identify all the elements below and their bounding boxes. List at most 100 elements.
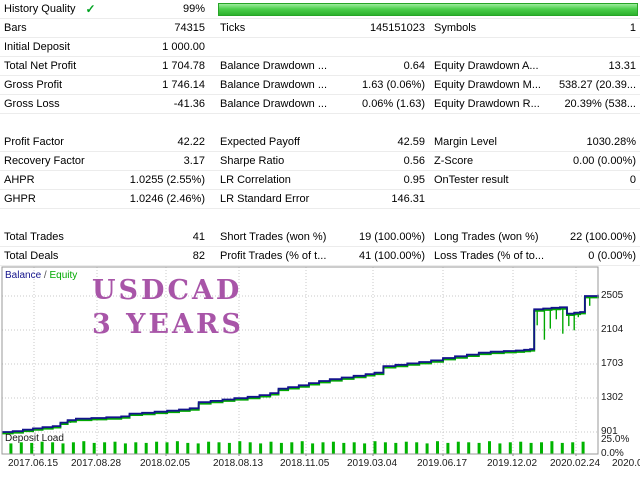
- deposit-load-bar: [529, 442, 533, 454]
- stat-cell: Recovery Factor 3.17: [0, 152, 217, 170]
- deposit-load-bar: [279, 442, 283, 454]
- x-axis-date-label: 2018.02.05: [140, 458, 191, 469]
- stat-cell: GHPR 1.0246 (2.46%): [0, 190, 217, 208]
- stats-row: Total Deals 82 Profit Trades (% of t... 41 …: [0, 247, 640, 266]
- deposit-load-bar: [560, 442, 564, 454]
- watermark: USDCAD 3 YEARS: [92, 274, 244, 342]
- x-axis-date-label: 2017.08.28: [71, 458, 122, 469]
- stat-label: Balance Drawdown ...: [220, 60, 327, 72]
- stats-row: Total Trades 41 Short Trades (won %) 19 (10…: [0, 228, 640, 247]
- stat-label: Initial Deposit: [4, 41, 71, 53]
- stat-value: 74315: [174, 22, 205, 34]
- y-axis-label: 901: [601, 426, 618, 437]
- deposit-load-bar: [165, 442, 169, 454]
- stat-value: 41 (100.00%): [358, 250, 425, 262]
- stat-label: Balance Drawdown ...: [220, 98, 327, 110]
- stats-row: GHPR 1.0246 (2.46%) LR Standard Error 146.3…: [0, 190, 640, 209]
- stat-label: AHPR: [4, 174, 35, 186]
- stat-cell: LR Standard Error 146.31: [217, 190, 432, 208]
- stat-value: 0.95: [403, 174, 425, 186]
- deposit-load-bar: [425, 443, 429, 454]
- watermark-period: 3 YEARS: [92, 309, 244, 340]
- deposit-load-bar: [82, 441, 86, 454]
- stat-label: Total Trades: [4, 231, 64, 243]
- deposit-load-bar: [61, 443, 65, 454]
- stat-cell: Total Net Profit 1 704.78: [0, 57, 217, 75]
- stats-row: Gross Loss -41.36 Balance Drawdown ... 0.06…: [0, 95, 640, 114]
- stat-value: 1.63 (0.06%): [362, 79, 425, 91]
- x-axis-date-label: 2019.12.02: [487, 458, 538, 469]
- deposit-load-bar: [186, 442, 190, 454]
- stat-value: 0: [629, 174, 636, 186]
- deposit-load-bar: [40, 441, 44, 454]
- stat-cell: Symbols 1: [432, 19, 640, 37]
- plot-background: [2, 267, 598, 454]
- x-axis-date-label: 2017.06.15: [8, 458, 59, 469]
- stats-table: History Quality ✓ 99% Bars 74315 Ticks 1451510…: [0, 0, 640, 266]
- stat-cell: Gross Profit 1 746.14: [0, 76, 217, 94]
- deposit-load-bar: [196, 443, 200, 454]
- stat-cell: Equity Drawdown M... 538.27 (20.39...: [432, 76, 640, 94]
- history-quality-bar: [217, 0, 640, 18]
- y-axis-label: 2104: [601, 324, 624, 335]
- stats-row: Profit Factor 42.22 Expected Payoff 42.59 Ma…: [0, 133, 640, 152]
- stat-label: Gross Profit: [4, 79, 63, 91]
- stat-label: Balance Drawdown ...: [220, 79, 327, 91]
- stat-value: 1.0246 (2.46%): [129, 193, 205, 205]
- balance-equity-chart: Balance / Equity USDCAD 3 YEARS Deposit …: [0, 266, 640, 480]
- deposit-load-bar: [508, 442, 512, 454]
- stat-cell: Initial Deposit 1 000.00: [0, 38, 217, 56]
- stat-cell: Expected Payoff 42.59: [217, 133, 432, 151]
- deposit-load-bar: [373, 441, 377, 454]
- stat-value: 1 000.00: [162, 41, 205, 53]
- stat-label: OnTester result: [434, 174, 509, 186]
- stat-label: Long Trades (won %): [434, 231, 539, 243]
- deposit-load-bar: [456, 441, 460, 454]
- stat-label: Loss Trades (% of to...: [434, 250, 545, 262]
- stat-value: 0.06% (1.63): [362, 98, 425, 110]
- deposit-load-bar: [92, 442, 96, 454]
- deposit-load-bar: [51, 442, 55, 454]
- deposit-load-bar: [352, 442, 356, 454]
- stat-cell: Balance Drawdown ... 0.64: [217, 57, 432, 75]
- stat-cell: Equity Drawdown A... 13.31: [432, 57, 640, 75]
- stat-label: Equity Drawdown A...: [434, 60, 539, 72]
- stat-cell: Gross Loss -41.36: [0, 95, 217, 113]
- stat-label: Profit Trades (% of t...: [220, 250, 327, 262]
- deposit-load-bar: [311, 443, 315, 454]
- stat-value: 0.64: [403, 60, 425, 72]
- stat-cell: Z-Score 0.00 (0.00%): [432, 152, 640, 170]
- stat-label: Gross Loss: [4, 98, 60, 110]
- stat-cell: Total Deals 82: [0, 247, 217, 265]
- deposit-load-bar: [134, 442, 138, 454]
- stat-cell: Equity Drawdown R... 20.39% (538...: [432, 95, 640, 113]
- x-axis-date-label: 2020.02.24: [550, 458, 601, 469]
- stat-value: 41: [192, 231, 205, 243]
- deposit-load-bar: [19, 442, 23, 454]
- deposit-load-bar: [321, 442, 325, 454]
- stat-value: 22 (100.00%): [569, 231, 636, 243]
- stat-value: 145151023: [369, 22, 425, 34]
- deposit-load-bar: [269, 441, 273, 454]
- stat-value: 82: [192, 250, 205, 262]
- stat-cell: Long Trades (won %) 22 (100.00%): [432, 228, 640, 246]
- stats-row: Gross Profit 1 746.14 Balance Drawdown ...…: [0, 76, 640, 95]
- stat-cell: Sharpe Ratio 0.56: [217, 152, 432, 170]
- deposit-load-bar: [394, 442, 398, 454]
- stats-row: Total Net Profit 1 704.78 Balance Drawdown…: [0, 57, 640, 76]
- stat-value: 538.27 (20.39...: [558, 79, 636, 91]
- deposit-load-bar: [498, 443, 502, 454]
- stat-cell: Total Trades 41: [0, 228, 217, 246]
- watermark-symbol: USDCAD: [92, 275, 243, 306]
- y-axis-label: 1302: [601, 392, 624, 403]
- stat-value: 1.0255 (2.55%): [129, 174, 205, 186]
- stat-value: 1: [629, 22, 636, 34]
- deposit-load-bar: [103, 442, 107, 454]
- deposit-load-bar: [404, 441, 408, 454]
- x-axis-date-label: 2019.03.04: [347, 458, 398, 469]
- stat-label: Ticks: [220, 22, 246, 34]
- deposit-load-bar: [467, 442, 471, 454]
- stat-cell: Ticks 145151023: [217, 19, 432, 37]
- stats-row: AHPR 1.0255 (2.55%) LR Correlation 0.95 OnTe…: [0, 171, 640, 190]
- check-icon: ✓: [85, 2, 96, 16]
